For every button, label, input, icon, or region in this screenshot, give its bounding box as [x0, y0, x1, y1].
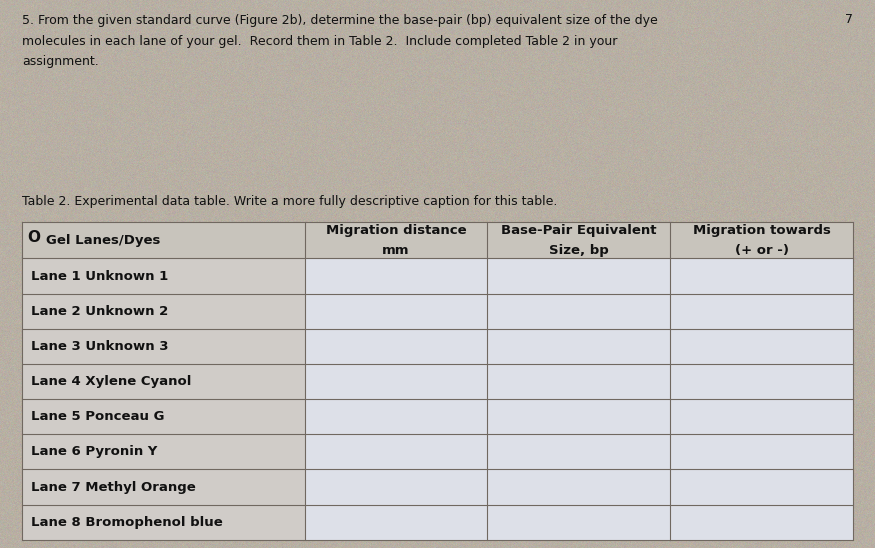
Bar — [304, 470, 487, 505]
Bar — [22, 470, 304, 505]
Text: Migration distance: Migration distance — [326, 224, 466, 237]
Bar — [304, 294, 487, 329]
Text: Lane 4 Xylene Cyanol: Lane 4 Xylene Cyanol — [31, 375, 191, 388]
Bar — [22, 505, 304, 540]
Text: Lane 7 Methyl Orange: Lane 7 Methyl Orange — [31, 481, 195, 494]
Bar — [22, 399, 304, 435]
Bar — [487, 399, 670, 435]
Bar — [670, 505, 853, 540]
Bar — [670, 364, 853, 399]
Bar — [304, 364, 487, 399]
Text: O: O — [27, 230, 40, 245]
Bar — [670, 259, 853, 294]
Bar — [304, 505, 487, 540]
Bar — [487, 294, 670, 329]
Text: Lane 3 Unknown 3: Lane 3 Unknown 3 — [31, 340, 168, 353]
Bar — [670, 399, 853, 435]
Bar — [487, 470, 670, 505]
Bar — [487, 505, 670, 540]
Text: (+ or -): (+ or -) — [735, 243, 788, 256]
Bar — [22, 435, 304, 470]
Text: Lane 8 Bromophenol blue: Lane 8 Bromophenol blue — [31, 516, 222, 529]
Text: Lane 1 Unknown 1: Lane 1 Unknown 1 — [31, 270, 168, 283]
Bar — [670, 294, 853, 329]
Bar — [22, 329, 304, 364]
Bar — [487, 329, 670, 364]
Bar — [670, 470, 853, 505]
Text: Base-Pair Equivalent: Base-Pair Equivalent — [501, 224, 656, 237]
Bar — [487, 259, 670, 294]
Text: 5. From the given standard curve (Figure 2b), determine the base-pair (bp) equiv: 5. From the given standard curve (Figure… — [22, 14, 658, 27]
Bar — [670, 435, 853, 470]
Bar — [487, 364, 670, 399]
Bar — [304, 435, 487, 470]
Text: molecules in each lane of your gel.  Record them in Table 2.  Include completed : molecules in each lane of your gel. Reco… — [22, 35, 617, 48]
Text: Lane 5 Ponceau G: Lane 5 Ponceau G — [31, 410, 164, 423]
Text: Migration towards: Migration towards — [693, 224, 830, 237]
Text: Lane 2 Unknown 2: Lane 2 Unknown 2 — [31, 305, 168, 318]
Bar — [487, 435, 670, 470]
Bar — [304, 399, 487, 435]
Text: Table 2. Experimental data table. Write a more fully descriptive caption for thi: Table 2. Experimental data table. Write … — [22, 195, 557, 208]
Text: Size, bp: Size, bp — [549, 243, 609, 256]
Text: assignment.: assignment. — [22, 55, 99, 68]
Text: Lane 6 Pyronin Y: Lane 6 Pyronin Y — [31, 446, 157, 458]
Bar — [304, 329, 487, 364]
Text: mm: mm — [382, 243, 410, 256]
Bar — [304, 259, 487, 294]
Bar — [22, 294, 304, 329]
Bar — [22, 364, 304, 399]
Text: 7: 7 — [845, 13, 853, 26]
Text: Gel Lanes/Dyes: Gel Lanes/Dyes — [46, 233, 161, 247]
Bar — [22, 222, 853, 259]
Bar — [670, 329, 853, 364]
Bar — [22, 259, 304, 294]
